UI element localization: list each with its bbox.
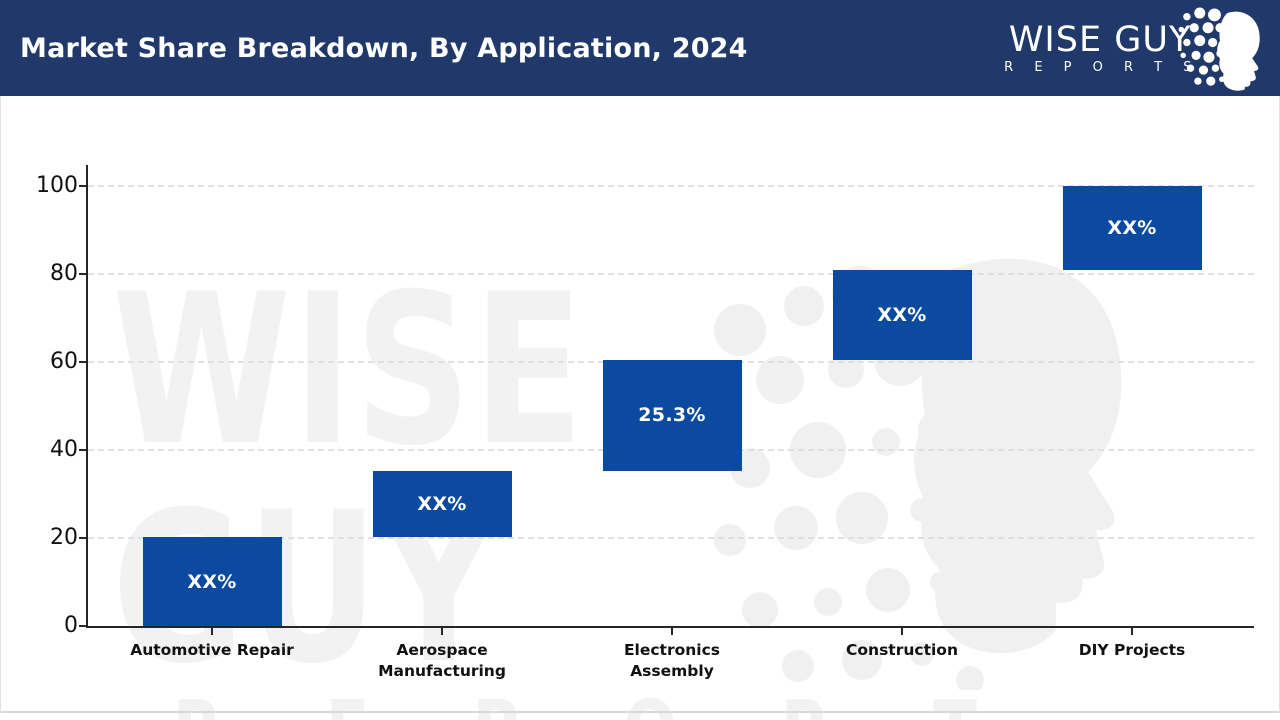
gridline xyxy=(88,185,1254,187)
x-axis-label-line: DIY Projects xyxy=(1078,641,1186,659)
y-tick-label-0: 0 xyxy=(64,613,78,638)
x-axis-label-line: Automotive Repair xyxy=(130,641,294,659)
left-edge xyxy=(0,96,1,713)
x-axis-label-construction: Construction xyxy=(787,640,1017,661)
bar-automotive-repair: XX% xyxy=(142,537,282,626)
logo-head-icon xyxy=(1178,7,1260,91)
y-tick-label-20: 20 xyxy=(50,525,78,550)
y-tick-0 xyxy=(79,625,86,627)
x-axis-label-line: Manufacturing xyxy=(378,662,506,680)
x-axis-label-line: Electronics xyxy=(623,641,721,659)
logo-subtitle: R E P O R T S xyxy=(1004,59,1200,75)
header-bar: Market Share Breakdown, By Application, … xyxy=(0,0,1280,96)
y-tick-80 xyxy=(79,273,86,275)
y-axis-line xyxy=(86,165,88,628)
y-tick-label-40: 40 xyxy=(50,437,78,462)
x-axis-line xyxy=(86,626,1254,628)
bar-value-label: XX% xyxy=(1107,217,1157,240)
x-tick-construction xyxy=(901,628,903,635)
x-axis-label-line: Assembly xyxy=(630,662,714,680)
x-axis-label-automotive-repair: Automotive Repair xyxy=(97,640,327,661)
bar-value-label: XX% xyxy=(187,570,237,593)
bottom-divider xyxy=(0,711,1280,713)
bar-electronics-assembly: 25.3% xyxy=(602,359,742,472)
bar-value-label: 25.3% xyxy=(638,404,706,427)
chart-title: Market Share Breakdown, By Application, … xyxy=(20,32,748,64)
y-tick-20 xyxy=(79,537,86,539)
bar-value-label: XX% xyxy=(877,304,927,327)
y-tick-100 xyxy=(79,185,86,187)
x-tick-diy-projects xyxy=(1131,628,1133,635)
bar-aerospace-manufacturing: XX% xyxy=(372,471,512,538)
x-axis-label-diy-projects: DIY Projects xyxy=(1017,640,1247,661)
logo-wordmark: WISE GUY xyxy=(1008,19,1192,60)
x-axis-label-electronics-assembly: Electronics Assembly xyxy=(557,640,787,682)
y-tick-40 xyxy=(79,449,86,451)
bar-construction: XX% xyxy=(832,270,972,360)
x-tick-aerospace-manufacturing xyxy=(441,628,443,635)
wise-guy-logo: WISE GUY R E P O R T S xyxy=(1000,5,1266,91)
y-tick-label-60: 60 xyxy=(50,349,78,374)
gridline xyxy=(88,537,1254,539)
x-axis-label-line: Construction xyxy=(846,641,958,659)
bar-value-label: XX% xyxy=(417,493,467,516)
y-tick-60 xyxy=(79,361,86,363)
y-tick-label-100: 100 xyxy=(36,173,78,198)
gridline xyxy=(88,273,1254,275)
x-tick-electronics-assembly xyxy=(671,628,673,635)
logo-text: WISE GUY R E P O R T S xyxy=(1000,22,1200,75)
x-tick-automotive-repair xyxy=(211,628,213,635)
y-tick-label-80: 80 xyxy=(50,261,78,286)
bar-diy-projects: XX% xyxy=(1062,186,1202,271)
x-axis-label-line: Aerospace xyxy=(396,641,488,659)
x-axis-label-aerospace-manufacturing: Aerospace Manufacturing xyxy=(327,640,557,682)
